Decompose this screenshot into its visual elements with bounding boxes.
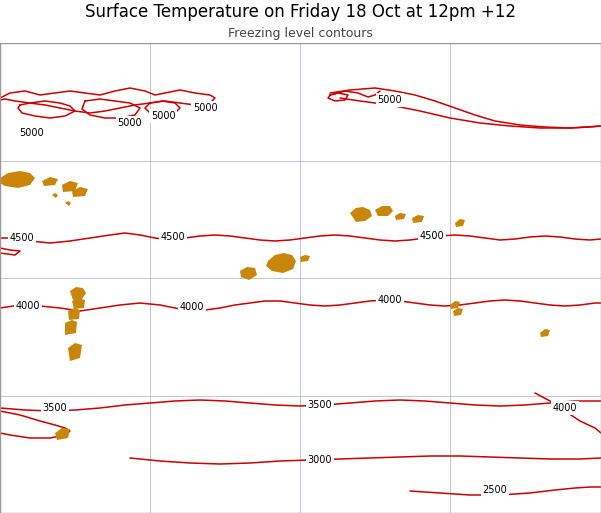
Text: 4500: 4500 bbox=[10, 233, 34, 243]
Polygon shape bbox=[55, 428, 70, 440]
Polygon shape bbox=[300, 255, 310, 262]
Polygon shape bbox=[240, 267, 257, 280]
Text: 2500: 2500 bbox=[483, 485, 507, 495]
Text: Surface Temperature on Friday 18 Oct at 12pm +12: Surface Temperature on Friday 18 Oct at … bbox=[85, 3, 516, 21]
Polygon shape bbox=[350, 207, 372, 222]
Text: 5000: 5000 bbox=[377, 95, 402, 105]
Polygon shape bbox=[52, 193, 58, 198]
Polygon shape bbox=[65, 320, 77, 335]
Text: 3500: 3500 bbox=[43, 403, 67, 413]
Polygon shape bbox=[62, 181, 78, 192]
Text: 5000: 5000 bbox=[193, 103, 218, 113]
Polygon shape bbox=[68, 308, 80, 320]
Polygon shape bbox=[0, 171, 35, 188]
Polygon shape bbox=[412, 215, 424, 223]
Polygon shape bbox=[72, 298, 85, 309]
Polygon shape bbox=[42, 177, 58, 186]
Polygon shape bbox=[540, 329, 550, 337]
Polygon shape bbox=[68, 343, 82, 361]
Text: 4000: 4000 bbox=[378, 295, 402, 305]
Polygon shape bbox=[70, 287, 86, 300]
Polygon shape bbox=[72, 187, 88, 197]
Text: 5000: 5000 bbox=[20, 128, 44, 138]
Polygon shape bbox=[266, 253, 296, 273]
Text: 5000: 5000 bbox=[151, 111, 175, 121]
Polygon shape bbox=[375, 206, 393, 216]
Polygon shape bbox=[453, 308, 463, 316]
Polygon shape bbox=[395, 213, 406, 220]
Polygon shape bbox=[455, 219, 465, 227]
Text: 4000: 4000 bbox=[553, 403, 577, 413]
Text: 4500: 4500 bbox=[419, 231, 444, 241]
Text: 3000: 3000 bbox=[308, 455, 332, 465]
Polygon shape bbox=[450, 301, 460, 309]
Text: 4000: 4000 bbox=[16, 301, 40, 311]
Text: 3500: 3500 bbox=[308, 400, 332, 410]
Text: 4000: 4000 bbox=[180, 302, 204, 312]
Polygon shape bbox=[65, 201, 71, 206]
Text: Freezing level contours: Freezing level contours bbox=[228, 27, 373, 40]
Text: 5000: 5000 bbox=[118, 118, 142, 128]
Text: 4500: 4500 bbox=[160, 232, 185, 242]
